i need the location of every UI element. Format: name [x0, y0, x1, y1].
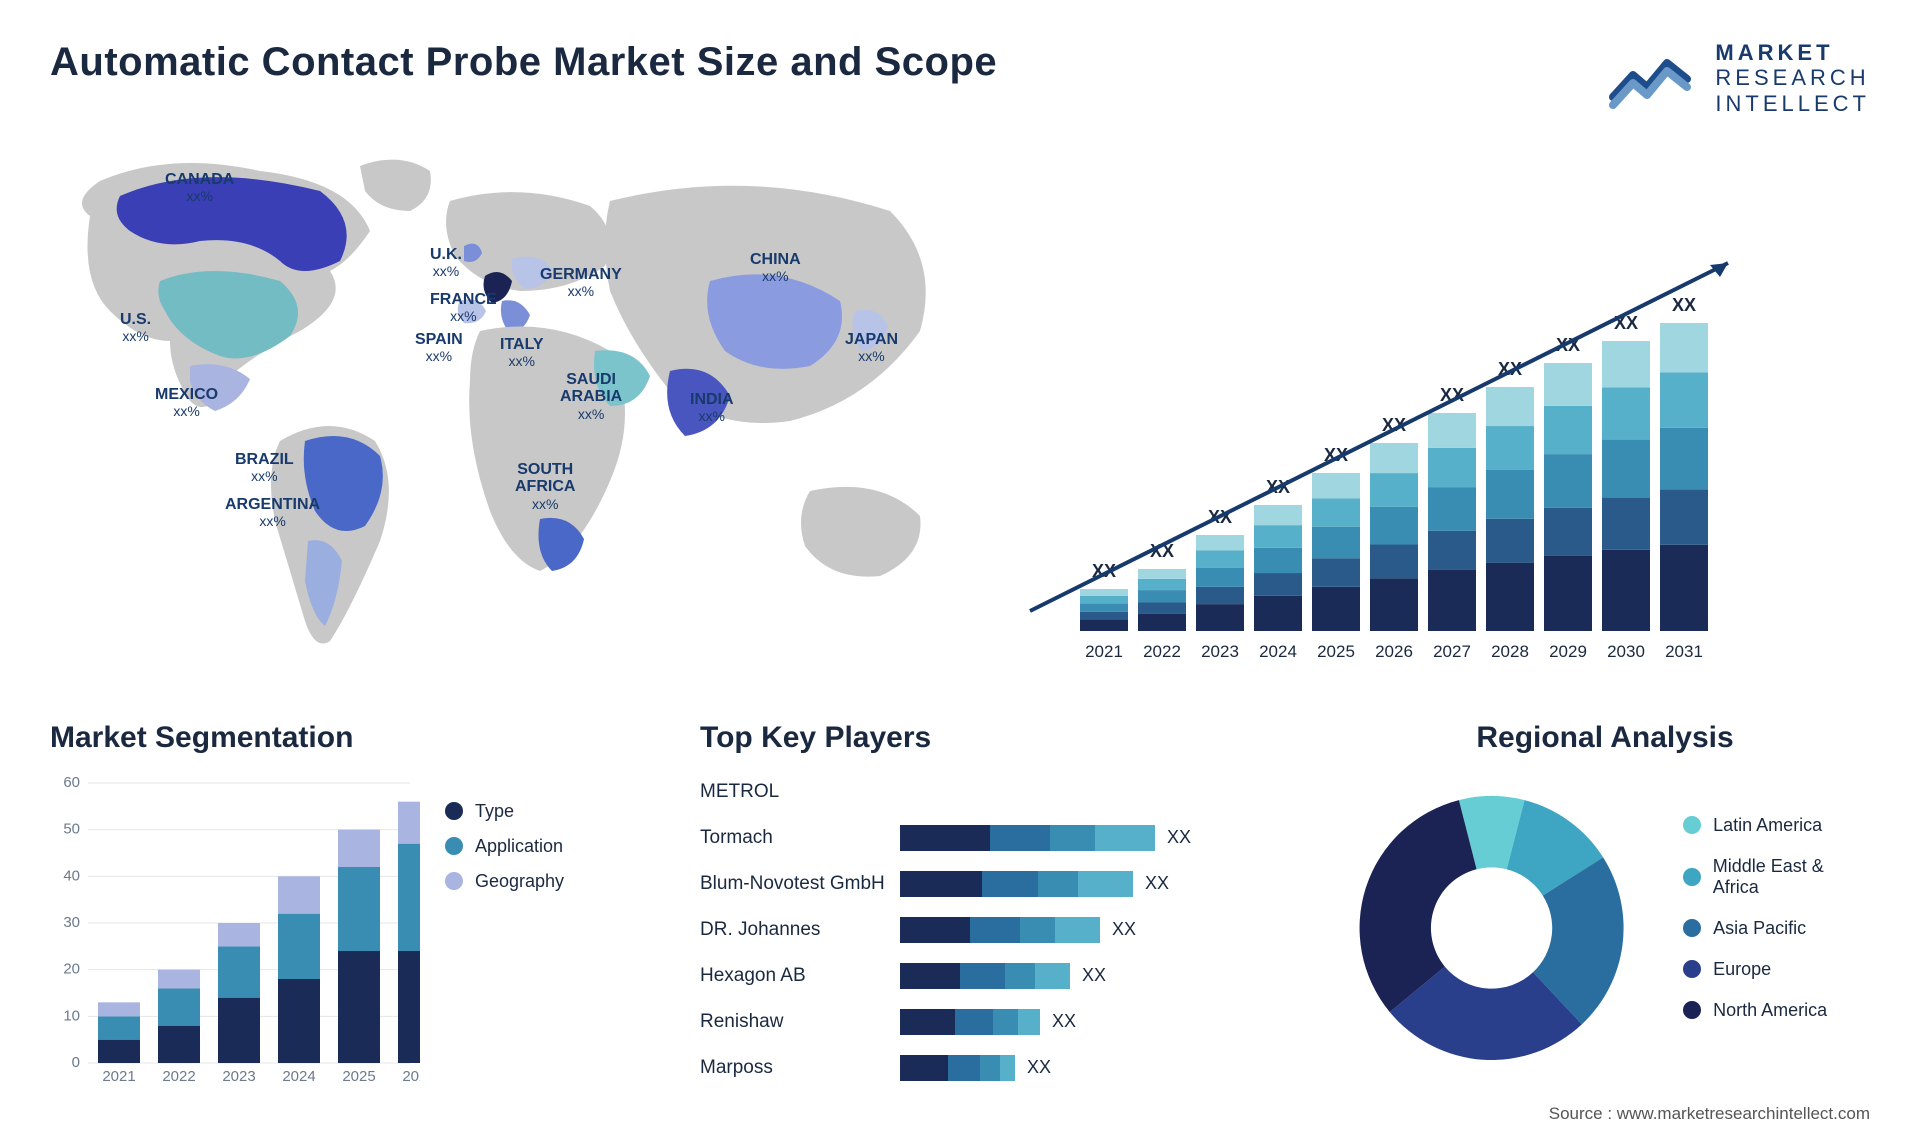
legend-item: Application — [445, 836, 564, 857]
logo-line3: INTELLECT — [1715, 91, 1870, 116]
svg-text:2025: 2025 — [342, 1068, 375, 1085]
legend-item: Latin America — [1683, 815, 1870, 836]
map-label: BRAZILxx% — [235, 451, 294, 486]
svg-text:2023: 2023 — [222, 1068, 255, 1085]
player-value: XX — [1082, 965, 1106, 986]
player-value: XX — [1145, 873, 1169, 894]
svg-text:2029: 2029 — [1549, 642, 1587, 661]
player-value: XX — [1112, 919, 1136, 940]
svg-text:2026: 2026 — [402, 1068, 420, 1085]
players-title: Top Key Players — [700, 721, 1310, 755]
map-label: SOUTHAFRICAxx% — [515, 461, 575, 514]
source-label: Source : www.marketresearchintellect.com — [1549, 1104, 1870, 1124]
svg-text:50: 50 — [63, 821, 80, 838]
player-row: Renishaw XX — [700, 1003, 1310, 1041]
legend-item: North America — [1683, 1000, 1870, 1021]
regional-legend: Latin America Middle East & Africa Asia Pa… — [1683, 815, 1870, 1041]
map-label: U.K.xx% — [430, 246, 462, 281]
svg-text:2027: 2027 — [1433, 642, 1471, 661]
growth-chart-panel: XX2021XX2022XX2023XX2024XX2025XX2026XX20… — [1020, 141, 1870, 681]
legend-item: Asia Pacific — [1683, 918, 1870, 939]
map-label: FRANCExx% — [430, 291, 497, 326]
segmentation-legend: Type Application Geography — [445, 773, 564, 1098]
map-label: CHINAxx% — [750, 251, 801, 286]
segmentation-chart-svg: 0 10 20 30 40 50 60 2021 2022 2023 2024 2025 2026 — [50, 773, 420, 1093]
legend-item: Geography — [445, 871, 564, 892]
player-row: Hexagon AB XX — [700, 957, 1310, 995]
logo-line1: MARKET — [1715, 40, 1870, 65]
players-list: METROLTormachXXBlum-Novotest GmbHXXDR. J… — [700, 773, 1310, 1087]
svg-text:2024: 2024 — [282, 1068, 315, 1085]
svg-text:30: 30 — [63, 914, 80, 931]
player-name: Marposs — [700, 1057, 900, 1079]
svg-text:0: 0 — [72, 1054, 80, 1071]
regional-donut-svg — [1340, 773, 1643, 1083]
player-row: DR. Johannes XX — [700, 911, 1310, 949]
svg-text:2021: 2021 — [1085, 642, 1123, 661]
svg-text:2022: 2022 — [162, 1068, 195, 1085]
svg-text:40: 40 — [63, 867, 80, 884]
player-value: XX — [1052, 1011, 1076, 1032]
logo-line2: RESEARCH — [1715, 65, 1870, 90]
svg-text:60: 60 — [63, 774, 80, 791]
legend-item: Middle East & Africa — [1683, 856, 1870, 898]
map-label: ARGENTINAxx% — [225, 496, 320, 531]
map-label: GERMANYxx% — [540, 266, 622, 301]
map-label: U.S.xx% — [120, 311, 151, 346]
svg-text:2023: 2023 — [1201, 642, 1239, 661]
map-label: MEXICOxx% — [155, 386, 218, 421]
svg-text:2031: 2031 — [1665, 642, 1703, 661]
player-name: DR. Johannes — [700, 919, 900, 941]
page-title: Automatic Contact Probe Market Size and … — [50, 40, 997, 85]
map-label: JAPANxx% — [845, 331, 898, 366]
svg-text:XX: XX — [1672, 295, 1696, 315]
map-label: ITALYxx% — [500, 336, 544, 371]
player-name: Tormach — [700, 827, 900, 849]
player-value: XX — [1167, 827, 1191, 848]
svg-text:2026: 2026 — [1375, 642, 1413, 661]
player-row: Blum-Novotest GmbH XX — [700, 865, 1310, 903]
map-label: SAUDIARABIAxx% — [560, 371, 622, 424]
svg-text:10: 10 — [63, 1007, 80, 1024]
svg-text:2025: 2025 — [1317, 642, 1355, 661]
svg-text:20: 20 — [63, 961, 80, 978]
player-row: Marposs XX — [700, 1049, 1310, 1087]
svg-text:2024: 2024 — [1259, 642, 1297, 661]
logo-mark-icon — [1609, 47, 1701, 109]
player-name: Hexagon AB — [700, 965, 900, 987]
svg-text:2030: 2030 — [1607, 642, 1645, 661]
growth-chart-svg: XX2021XX2022XX2023XX2024XX2025XX2026XX20… — [1020, 141, 1850, 681]
svg-text:2028: 2028 — [1491, 642, 1529, 661]
player-row: Tormach XX — [700, 819, 1310, 857]
legend-item: Type — [445, 801, 564, 822]
player-name: Renishaw — [700, 1011, 900, 1033]
player-name: Blum-Novotest GmbH — [700, 873, 900, 895]
svg-text:2022: 2022 — [1143, 642, 1181, 661]
svg-text:2021: 2021 — [102, 1068, 135, 1085]
segmentation-title: Market Segmentation — [50, 721, 670, 755]
map-label: INDIAxx% — [690, 391, 734, 426]
legend-item: Europe — [1683, 959, 1870, 980]
player-row: METROL — [700, 773, 1310, 811]
regional-title: Regional Analysis — [1340, 721, 1870, 755]
player-value: XX — [1027, 1057, 1051, 1078]
world-map-panel: CANADAxx% U.S.xx% MEXICOxx% BRAZILxx% ARGENT… — [50, 141, 970, 681]
map-label: CANADAxx% — [165, 171, 234, 206]
brand-logo: MARKET RESEARCH INTELLECT — [1609, 40, 1870, 116]
player-name: METROL — [700, 781, 900, 803]
map-label: SPAINxx% — [415, 331, 463, 366]
